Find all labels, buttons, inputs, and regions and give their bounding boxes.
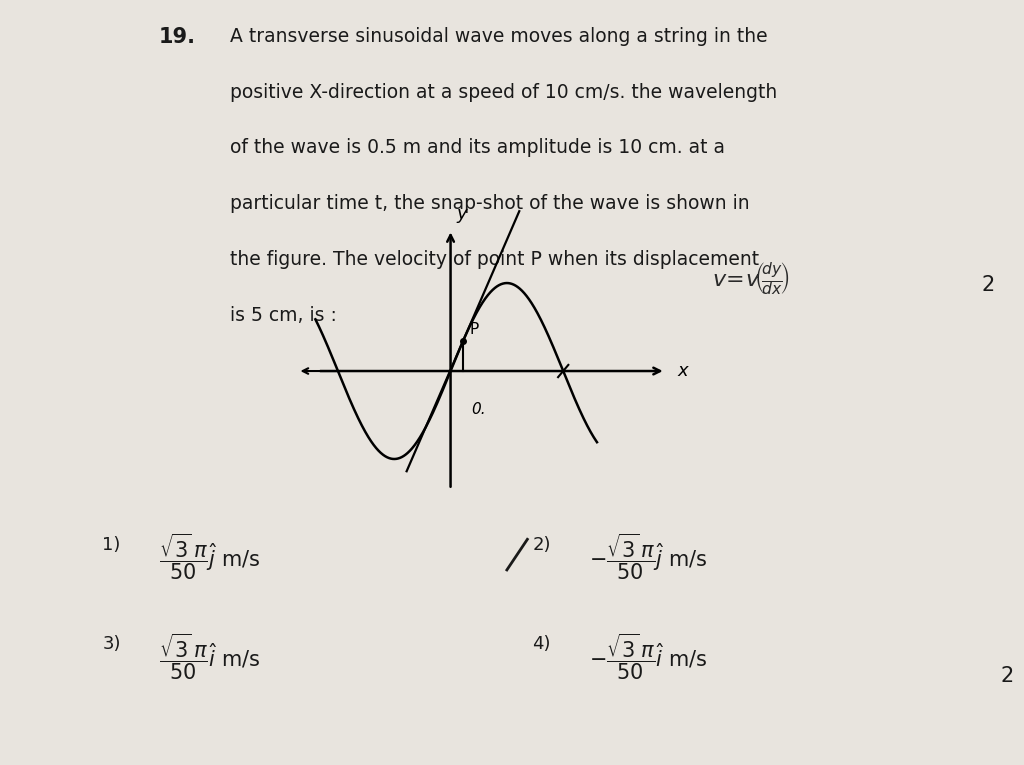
Text: $\dfrac{\sqrt{3}\,\pi}{50}\hat{j}\ \mathrm{m/s}$: $\dfrac{\sqrt{3}\,\pi}{50}\hat{j}\ \math… — [159, 532, 260, 582]
Text: 1): 1) — [102, 536, 121, 554]
Text: 3): 3) — [102, 635, 121, 653]
Text: x: x — [678, 362, 688, 380]
Text: $-\dfrac{\sqrt{3}\,\pi}{50}\hat{i}\ \mathrm{m/s}$: $-\dfrac{\sqrt{3}\,\pi}{50}\hat{i}\ \mat… — [589, 631, 708, 682]
Text: P: P — [469, 322, 478, 337]
Text: positive X-direction at a speed of 10 cm/s. the wavelength: positive X-direction at a speed of 10 cm… — [230, 83, 777, 102]
Text: 2: 2 — [982, 275, 994, 295]
Text: 2): 2) — [532, 536, 551, 554]
Text: 4): 4) — [532, 635, 551, 653]
Text: of the wave is 0.5 m and its amplitude is 10 cm. at a: of the wave is 0.5 m and its amplitude i… — [230, 138, 725, 158]
Text: $v\!=\!v\!\left(\!\frac{dy}{dx}\!\right)$: $v\!=\!v\!\left(\!\frac{dy}{dx}\!\right)… — [712, 260, 790, 298]
Text: $\dfrac{\sqrt{3}\,\pi}{50}\hat{i}\ \mathrm{m/s}$: $\dfrac{\sqrt{3}\,\pi}{50}\hat{i}\ \math… — [159, 631, 260, 682]
Text: y: y — [457, 205, 467, 223]
Text: $-\dfrac{\sqrt{3}\,\pi}{50}\hat{j}\ \mathrm{m/s}$: $-\dfrac{\sqrt{3}\,\pi}{50}\hat{j}\ \mat… — [589, 532, 708, 582]
Text: 19.: 19. — [159, 27, 196, 47]
Text: A transverse sinusoidal wave moves along a string in the: A transverse sinusoidal wave moves along… — [230, 27, 768, 46]
Text: is 5 cm, is :: is 5 cm, is : — [230, 306, 337, 325]
Text: 0.: 0. — [471, 402, 485, 417]
Text: the figure. The velocity of point P when its displacement: the figure. The velocity of point P when… — [230, 250, 760, 269]
Text: particular time t, the snap-shot of the wave is shown in: particular time t, the snap-shot of the … — [230, 194, 750, 213]
Text: 2: 2 — [1000, 666, 1014, 685]
